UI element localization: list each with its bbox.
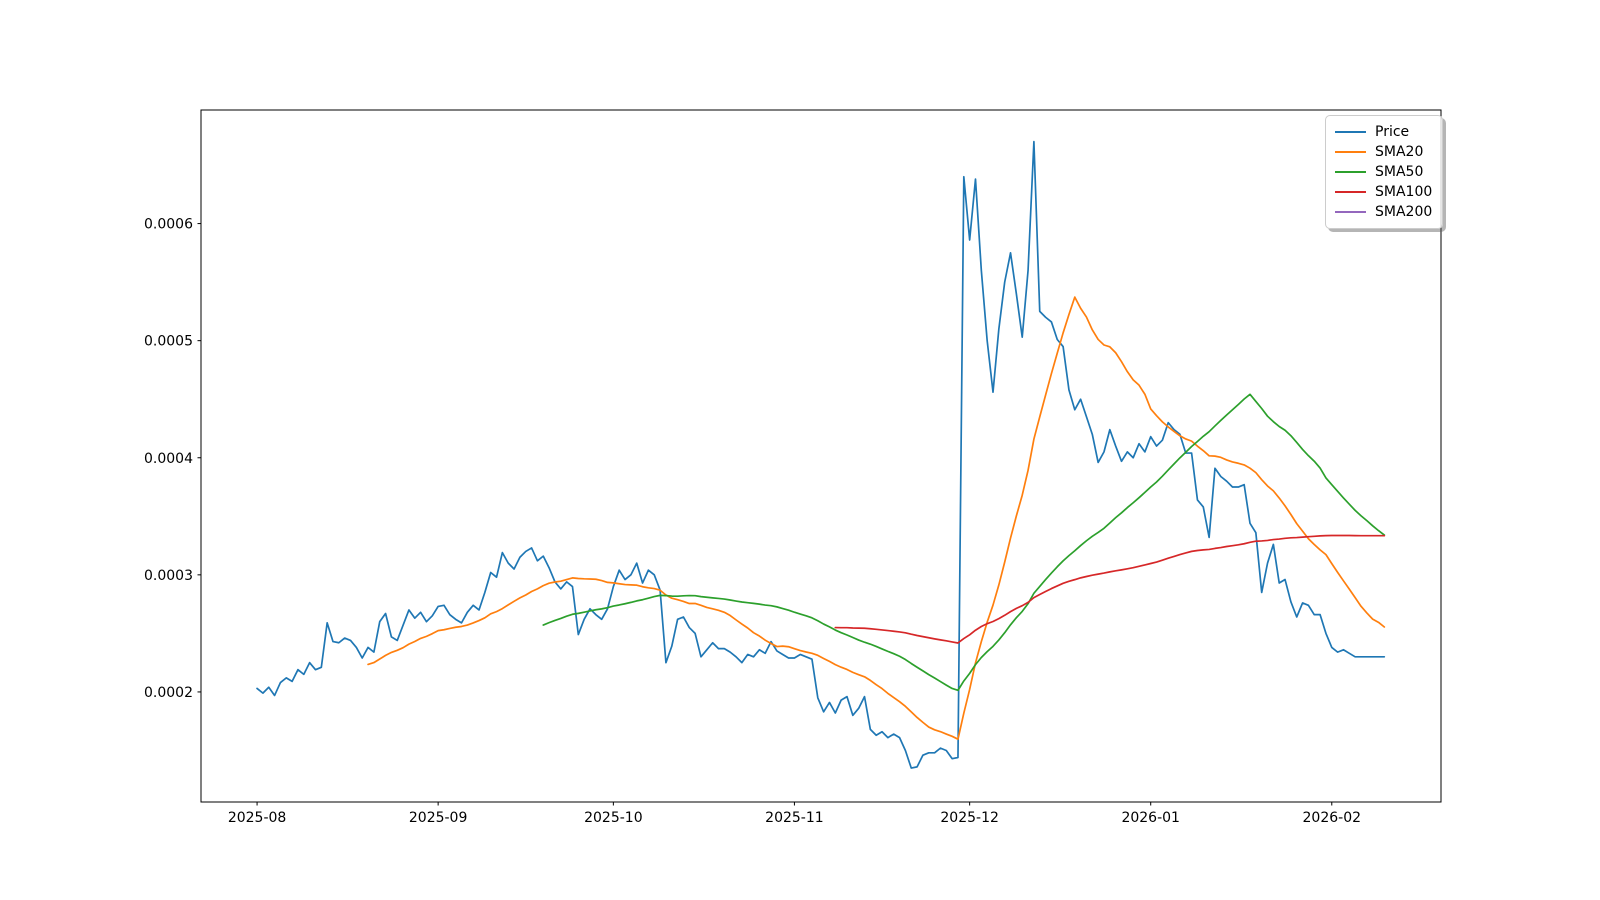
legend-item-price: Price (1335, 122, 1432, 142)
y-tick-label: 0.0006 (144, 217, 193, 233)
series-line-price (256, 140, 1386, 769)
series-line-sma20 (367, 296, 1386, 741)
y-tick-label: 0.0004 (144, 451, 193, 467)
legend-item-sma50: SMA50 (1335, 162, 1432, 182)
sma100-line-sample-icon (1335, 191, 1366, 193)
legend-label-sma20: SMA20 (1375, 144, 1424, 160)
y-tick-label: 0.0003 (144, 568, 193, 584)
x-axis-ticks: 2025-08 2025-09 2025-10 2025-11 2025-12 2026-… (228, 802, 1361, 826)
x-tick-label: 2025-08 (228, 810, 287, 826)
sma20-line-sample-icon (1335, 151, 1366, 153)
legend-item-sma200: SMA200 (1335, 202, 1432, 222)
x-tick-label: 2026-01 (1121, 810, 1180, 826)
x-tick-label: 2025-09 (409, 810, 468, 826)
x-tick-label: 2026-02 (1303, 810, 1362, 826)
series-lines (256, 140, 1386, 769)
y-tick-label: 0.0002 (144, 685, 193, 701)
legend: Price SMA20 SMA50 SMA100 SMA200 (1325, 115, 1444, 229)
price-line-sample-icon (1335, 131, 1366, 133)
x-tick-label: 2025-11 (765, 810, 824, 826)
legend-label-sma50: SMA50 (1375, 164, 1424, 180)
sma200-line-sample-icon (1335, 211, 1366, 213)
x-tick-label: 2025-12 (940, 810, 999, 826)
legend-item-sma20: SMA20 (1335, 142, 1432, 162)
axes-border (200, 109, 1442, 803)
x-tick-label: 2025-10 (584, 810, 643, 826)
legend-item-sma100: SMA100 (1335, 182, 1432, 202)
y-tick-label: 0.0005 (144, 334, 193, 350)
y-axis-ticks: 0.0002 0.0003 0.0004 0.0005 0.0006 (144, 217, 201, 701)
series-line-sma100 (834, 534, 1386, 644)
legend-label-price: Price (1375, 124, 1410, 140)
sma50-line-sample-icon (1335, 171, 1366, 173)
legend-label-sma100: SMA100 (1375, 184, 1433, 200)
series-line-sma50 (542, 393, 1386, 692)
legend-label-sma200: SMA200 (1375, 204, 1433, 220)
